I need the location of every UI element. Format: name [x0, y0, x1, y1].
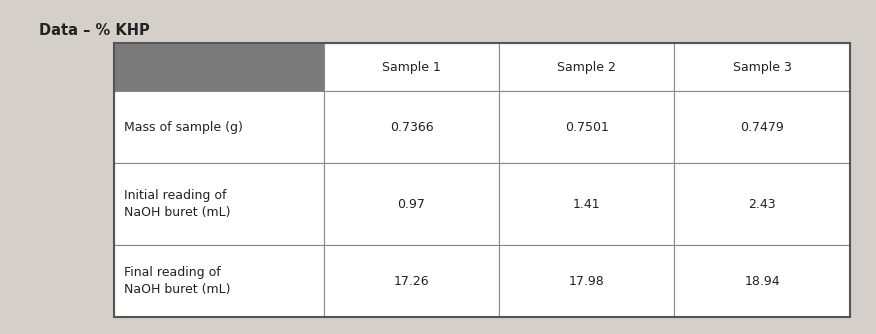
Text: 0.7366: 0.7366 — [390, 121, 434, 134]
Bar — [114, 163, 324, 245]
Bar — [114, 43, 324, 91]
Bar — [499, 163, 675, 245]
Bar — [324, 163, 499, 245]
Bar — [675, 245, 850, 317]
Bar — [324, 245, 499, 317]
Bar — [499, 43, 675, 91]
Bar — [114, 43, 850, 317]
Text: Final reading of
NaOH buret (mL): Final reading of NaOH buret (mL) — [124, 266, 231, 296]
Bar — [675, 163, 850, 245]
Bar — [675, 43, 850, 91]
Text: Sample 3: Sample 3 — [732, 61, 792, 74]
Text: 18.94: 18.94 — [745, 275, 780, 288]
Bar — [499, 245, 675, 317]
Bar — [675, 91, 850, 163]
Text: Sample 2: Sample 2 — [557, 61, 616, 74]
Bar — [324, 43, 499, 91]
Text: 1.41: 1.41 — [573, 198, 601, 211]
Text: 17.98: 17.98 — [569, 275, 604, 288]
Text: Data – % KHP: Data – % KHP — [39, 23, 150, 38]
Text: Sample 1: Sample 1 — [382, 61, 441, 74]
Bar — [114, 91, 324, 163]
Bar — [499, 91, 675, 163]
Text: Initial reading of
NaOH buret (mL): Initial reading of NaOH buret (mL) — [124, 189, 231, 219]
Text: 2.43: 2.43 — [748, 198, 776, 211]
Bar — [114, 245, 324, 317]
Text: Mass of sample (g): Mass of sample (g) — [124, 121, 244, 134]
Text: 0.7479: 0.7479 — [740, 121, 784, 134]
Bar — [324, 91, 499, 163]
Text: 17.26: 17.26 — [393, 275, 429, 288]
Text: 0.97: 0.97 — [398, 198, 426, 211]
Text: 0.7501: 0.7501 — [565, 121, 609, 134]
